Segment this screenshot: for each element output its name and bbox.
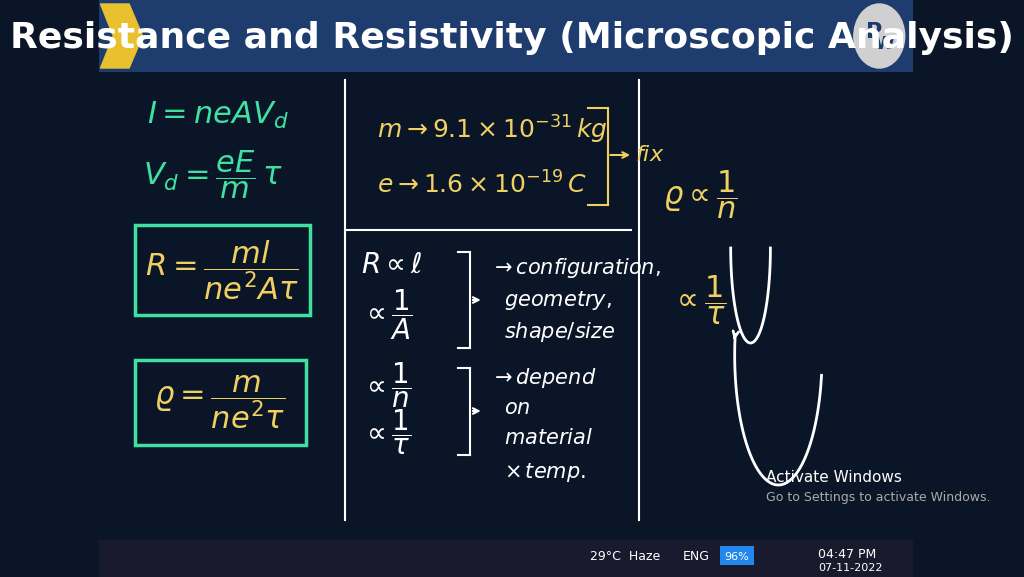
Text: $e \rightarrow 1.6\times10^{-19}\,C$: $e \rightarrow 1.6\times10^{-19}\,C$ xyxy=(377,171,587,198)
Text: $\varrho \propto \dfrac{1}{n}$: $\varrho \propto \dfrac{1}{n}$ xyxy=(664,168,737,221)
Text: $I = neAV_d$: $I = neAV_d$ xyxy=(146,99,289,130)
Text: 04:47 PM: 04:47 PM xyxy=(818,549,877,561)
Text: P: P xyxy=(865,22,882,42)
FancyBboxPatch shape xyxy=(720,546,754,565)
Polygon shape xyxy=(100,4,142,68)
Text: $\times\,temp.$: $\times\,temp.$ xyxy=(504,460,586,484)
Text: $fix$: $fix$ xyxy=(635,145,665,165)
Text: $geometry,$: $geometry,$ xyxy=(504,288,612,312)
Text: W: W xyxy=(874,35,895,53)
Text: $\rightarrow configuration,$: $\rightarrow configuration,$ xyxy=(489,256,660,280)
Text: $V_d = \dfrac{eE}{m}\,\tau$: $V_d = \dfrac{eE}{m}\,\tau$ xyxy=(142,149,283,201)
Text: $\propto \dfrac{1}{\tau}$: $\propto \dfrac{1}{\tau}$ xyxy=(361,407,412,457)
Text: $\propto \dfrac{1}{A}$: $\propto \dfrac{1}{A}$ xyxy=(361,288,413,342)
Text: $R \propto \ell$: $R \propto \ell$ xyxy=(361,251,423,279)
Circle shape xyxy=(854,4,905,68)
Text: 29°C  Haze: 29°C Haze xyxy=(590,550,660,564)
Text: 96%: 96% xyxy=(724,552,749,562)
FancyBboxPatch shape xyxy=(135,225,309,315)
Text: 07-11-2022: 07-11-2022 xyxy=(818,563,883,573)
Text: $shape/size$: $shape/size$ xyxy=(504,320,615,344)
Text: $\rightarrow depend$: $\rightarrow depend$ xyxy=(489,366,596,390)
FancyBboxPatch shape xyxy=(99,540,912,577)
Text: $\propto \dfrac{1}{\tau}$: $\propto \dfrac{1}{\tau}$ xyxy=(671,273,726,327)
Text: $\propto \dfrac{1}{n}$: $\propto \dfrac{1}{n}$ xyxy=(361,360,412,410)
Text: $material$: $material$ xyxy=(504,428,593,448)
Text: $\varrho = \dfrac{m}{ne^2\tau}$: $\varrho = \dfrac{m}{ne^2\tau}$ xyxy=(155,373,286,431)
Text: $m \rightarrow 9.1\times10^{-31}\,kg$: $m \rightarrow 9.1\times10^{-31}\,kg$ xyxy=(377,114,607,146)
Text: ENG: ENG xyxy=(683,550,710,564)
FancyBboxPatch shape xyxy=(135,360,305,445)
Text: $R = \dfrac{ml}{ne^2 A\tau}$: $R = \dfrac{ml}{ne^2 A\tau}$ xyxy=(145,238,299,302)
Text: Activate Windows: Activate Windows xyxy=(766,470,902,485)
Text: $on$: $on$ xyxy=(504,398,530,418)
Text: Go to Settings to activate Windows.: Go to Settings to activate Windows. xyxy=(766,490,991,504)
Text: Resistance and Resistivity (Microscopic Analysis): Resistance and Resistivity (Microscopic … xyxy=(10,21,1014,55)
FancyBboxPatch shape xyxy=(99,0,912,72)
